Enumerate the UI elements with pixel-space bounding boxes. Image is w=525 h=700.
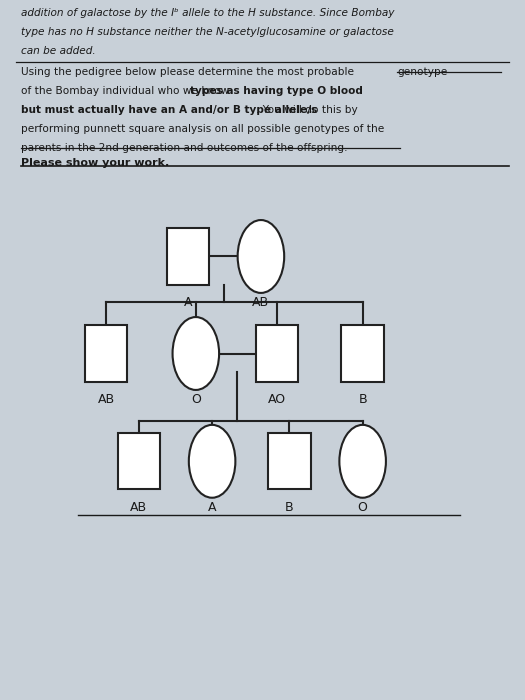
Text: parents in the 2nd generation and outcomes of the offspring.: parents in the 2nd generation and outcom…	[21, 143, 348, 153]
Text: Using the pedigree below please determine the most probable: Using the pedigree below please determin…	[21, 67, 358, 77]
FancyBboxPatch shape	[118, 433, 160, 489]
Text: AB: AB	[98, 393, 115, 407]
Ellipse shape	[339, 425, 386, 498]
Text: AB: AB	[130, 501, 148, 514]
Text: can be added.: can be added.	[21, 46, 96, 56]
Ellipse shape	[189, 425, 235, 498]
Text: B: B	[285, 501, 293, 514]
Text: AB: AB	[253, 296, 269, 309]
Text: B: B	[359, 393, 367, 407]
FancyBboxPatch shape	[268, 433, 311, 489]
Text: genotype: genotype	[397, 67, 448, 77]
Text: . You will do this by: . You will do this by	[256, 105, 358, 115]
Ellipse shape	[238, 220, 284, 293]
Text: A: A	[208, 501, 216, 514]
FancyBboxPatch shape	[341, 326, 384, 382]
Text: types as having type O blood: types as having type O blood	[190, 86, 362, 96]
Ellipse shape	[173, 317, 219, 390]
FancyBboxPatch shape	[256, 326, 298, 382]
Text: AO: AO	[268, 393, 286, 407]
Text: O: O	[191, 393, 201, 407]
Text: of the Bombay individual who we know: of the Bombay individual who we know	[21, 86, 233, 96]
Text: A: A	[183, 296, 192, 309]
FancyBboxPatch shape	[85, 326, 128, 382]
Text: Please show your work.: Please show your work.	[21, 158, 169, 168]
FancyBboxPatch shape	[166, 228, 209, 284]
Text: type has no H substance neither the N-acetylglucosamine or galactose: type has no H substance neither the N-ac…	[21, 27, 394, 37]
Text: addition of galactose by the Iᵇ allele to the H substance. Since Bombay: addition of galactose by the Iᵇ allele t…	[21, 8, 394, 18]
Text: but must actually have an A and/or B type allele/s: but must actually have an A and/or B typ…	[21, 105, 317, 115]
Text: O: O	[358, 501, 368, 514]
Text: performing punnett square analysis on all possible genotypes of the: performing punnett square analysis on al…	[21, 124, 384, 134]
